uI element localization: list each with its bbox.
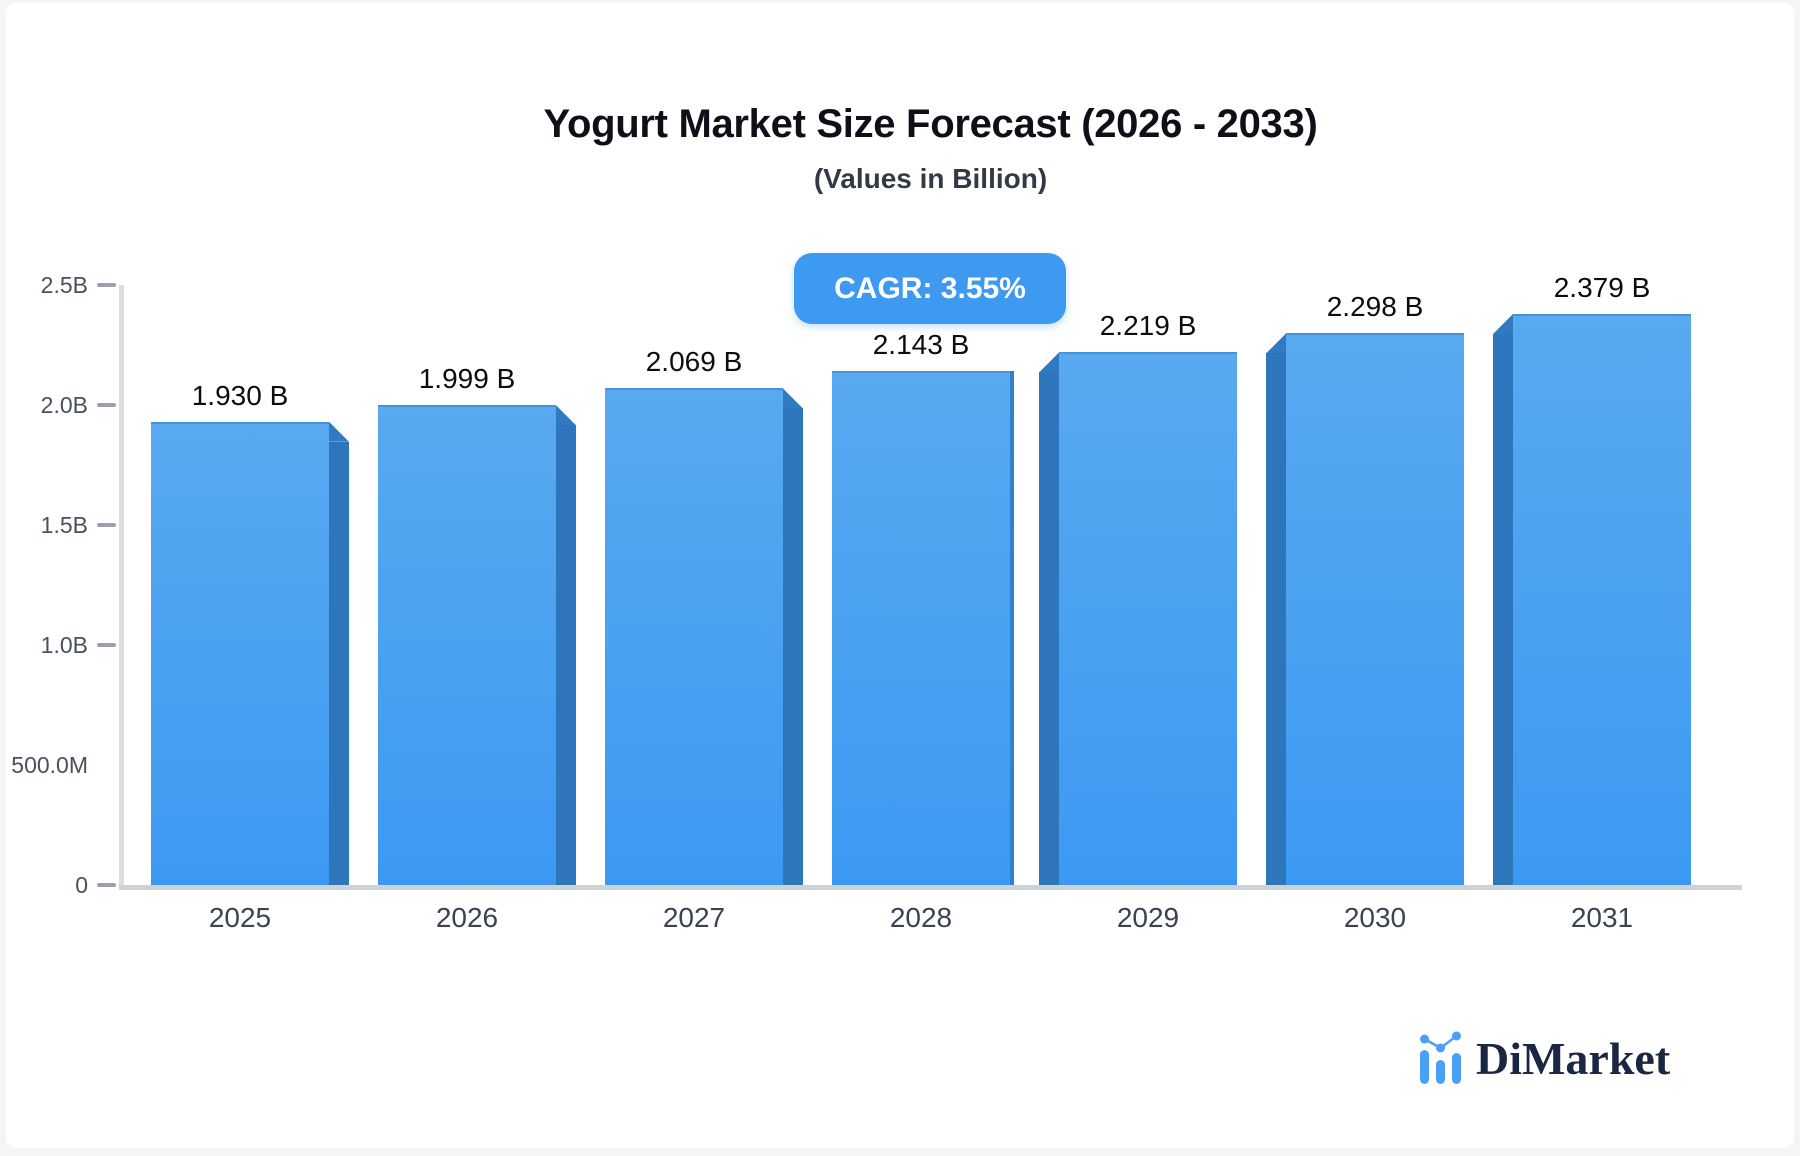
- cagr-badge: CAGR: 3.55%: [794, 253, 1066, 324]
- bar-2026[interactable]: [378, 405, 556, 885]
- x-axis-line: [119, 885, 1742, 890]
- y-tick-label: 0: [75, 872, 88, 898]
- bar-value-label: 2.298 B: [1326, 291, 1424, 323]
- bar-value-label: 2.219 B: [1099, 310, 1197, 342]
- x-axis-label-2025: 2025: [208, 902, 272, 933]
- bar-value-label: 2.143 B: [872, 328, 970, 360]
- x-axis-label-2027: 2027: [662, 902, 726, 933]
- y-tick-label: 1.5B: [40, 512, 88, 538]
- bar-bevel: [556, 425, 576, 885]
- bar-2028[interactable]: [832, 370, 1010, 885]
- bar-edge: [1010, 370, 1014, 885]
- y-tick-mark: [97, 643, 116, 647]
- y-tick-label: 500.0M: [11, 752, 88, 778]
- y-axis-line: [119, 285, 124, 889]
- bar-value-label: 2.379 B: [1553, 272, 1651, 304]
- x-axis-label-2029: 2029: [1116, 902, 1180, 933]
- bar-bevel: [1266, 353, 1286, 885]
- bar-2031[interactable]: [1513, 314, 1691, 885]
- logo-chart-icon: [1420, 1031, 1461, 1084]
- bar-value-label: 2.069 B: [645, 346, 743, 378]
- y-tick-mark: [97, 403, 116, 407]
- dimarket-logo: DiMarket: [1418, 1030, 1670, 1086]
- bar-value-label: 1.999 B: [418, 363, 516, 395]
- x-axis-label-2031: 2031: [1570, 902, 1634, 933]
- bar-value-label: 1.930 B: [191, 379, 289, 411]
- bar-2030[interactable]: [1286, 333, 1464, 885]
- bar-2029[interactable]: [1059, 352, 1237, 885]
- x-axis-label-2026: 2026: [435, 902, 499, 933]
- bar-2027[interactable]: [605, 388, 783, 885]
- y-tick-mark: [97, 523, 116, 527]
- bar-bevel: [1493, 334, 1513, 885]
- chart-title: Yogurt Market Size Forecast (2026 - 2033…: [543, 102, 1318, 146]
- bar-bevel: [783, 408, 803, 885]
- bar-bevel: [329, 441, 349, 885]
- x-axis-label-2030: 2030: [1343, 902, 1407, 933]
- bar-2025[interactable]: [151, 421, 329, 885]
- bar-bevel: [1039, 372, 1059, 885]
- logo-text: DiMarket: [1476, 1033, 1671, 1085]
- y-tick-mark: [97, 883, 116, 887]
- y-tick-label: 1.0B: [40, 632, 88, 658]
- y-tick-label: 2.0B: [40, 392, 88, 418]
- chart-subtitle: (Values in Billion): [813, 163, 1048, 194]
- x-axis-label-2028: 2028: [889, 902, 953, 933]
- y-tick-mark: [97, 283, 116, 287]
- y-tick-label: 2.5B: [40, 272, 88, 298]
